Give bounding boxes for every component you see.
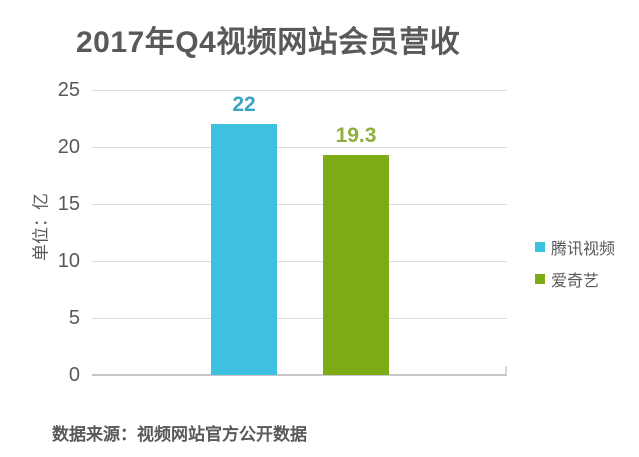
y-tick-label: 0 xyxy=(68,364,80,386)
gridline xyxy=(92,90,507,91)
chart-title: 2017年Q4视频网站会员营收 xyxy=(76,26,461,59)
gridline xyxy=(92,204,507,205)
bar-value-label-tencent-video: 22 xyxy=(232,93,256,116)
gridline xyxy=(92,261,507,262)
legend-item-tencent-video: 腾讯视频 xyxy=(535,238,616,258)
y-tick-label: 25 xyxy=(57,79,80,101)
axis-end-tick xyxy=(505,366,507,375)
bar-tencent-video xyxy=(211,124,277,375)
y-tick-label: 5 xyxy=(68,307,80,329)
source-note: 数据来源：视频网站官方公开数据 xyxy=(52,425,307,444)
legend-label: 腾讯视频 xyxy=(551,241,616,258)
legend-item-iqiyi: 爱奇艺 xyxy=(535,270,615,290)
gridline xyxy=(92,147,507,148)
y-axis-tick-labels: 0 5 10 15 20 25 xyxy=(0,0,80,457)
legend-swatch-icon xyxy=(535,242,545,252)
gridline xyxy=(92,318,507,319)
legend-label: 爱奇艺 xyxy=(551,273,600,290)
plot-area: 22 19.3 xyxy=(92,90,507,376)
bar-iqiyi xyxy=(323,155,389,375)
y-tick-label: 20 xyxy=(57,136,80,158)
y-tick-label: 15 xyxy=(57,193,80,215)
bar-value-label-iqiyi: 19.3 xyxy=(335,124,377,147)
legend: 腾讯视频 爱奇艺 xyxy=(535,238,615,302)
y-tick-label: 10 xyxy=(57,250,80,272)
legend-swatch-icon xyxy=(535,274,545,284)
x-axis-line xyxy=(92,374,507,376)
